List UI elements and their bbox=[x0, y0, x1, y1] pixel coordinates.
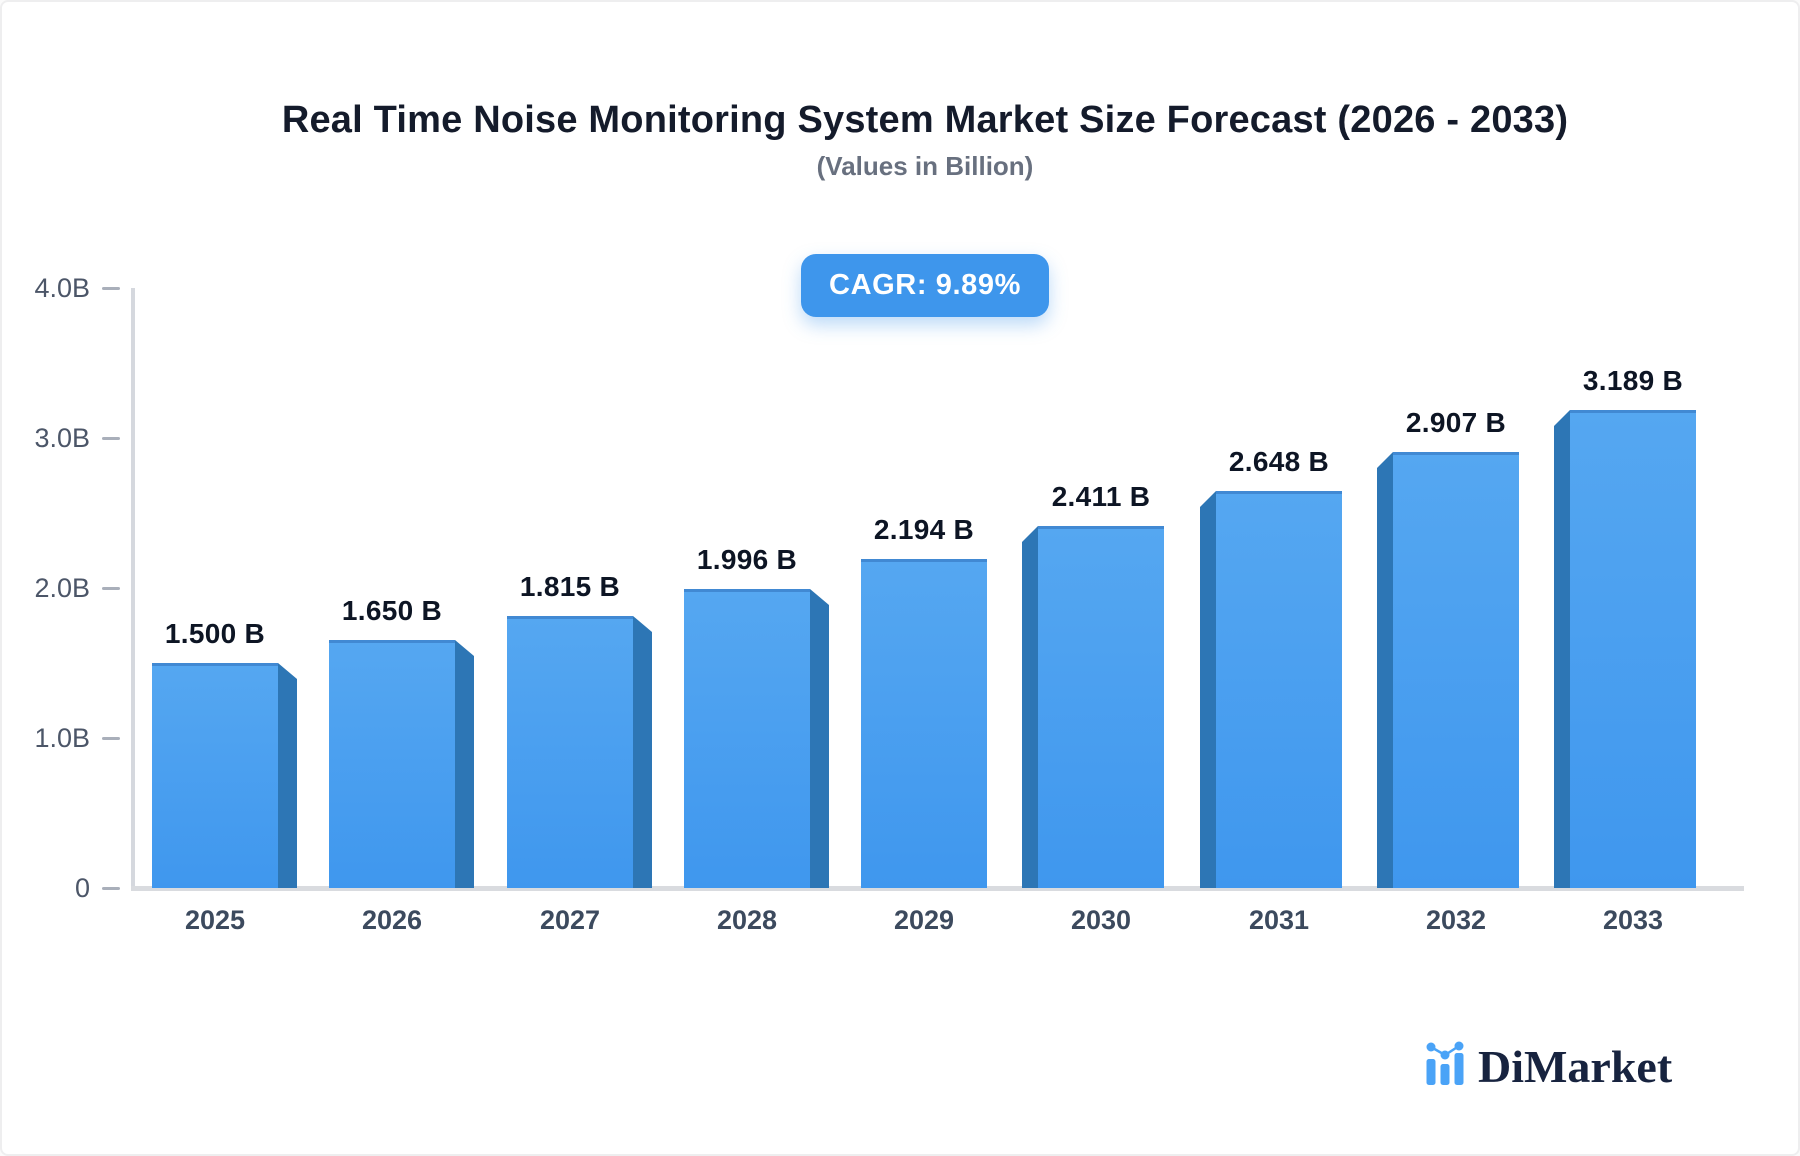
bar-side-2027 bbox=[633, 616, 652, 888]
cagr-badge: CAGR: 9.89% bbox=[801, 254, 1049, 317]
chart-title: Real Time Noise Monitoring System Market… bbox=[281, 99, 1569, 141]
bar-value-label-2025: 1.500 B bbox=[164, 618, 266, 649]
cagr-badge-wrap: CAGR: 9.89% bbox=[52, 254, 1798, 317]
y-tick-dash bbox=[102, 587, 120, 590]
logo-wordmark: DiMarket bbox=[1478, 1041, 1673, 1092]
bar-side-2028 bbox=[810, 589, 829, 888]
chart-subtitle: (Values in Billion) bbox=[816, 151, 1034, 181]
bar-side-2032 bbox=[1377, 452, 1393, 888]
bar-value-label-2032: 2.907 B bbox=[1405, 407, 1507, 438]
bar-value-label-2030: 2.411 B bbox=[1051, 481, 1151, 512]
bar-value-label-2029: 2.194 B bbox=[873, 514, 975, 545]
x-axis-label-2028: 2028 bbox=[716, 905, 778, 935]
bar-2029 bbox=[861, 559, 987, 888]
bar-2030 bbox=[1038, 526, 1164, 888]
bar-side-2025 bbox=[278, 663, 297, 888]
x-axis-label-2029: 2029 bbox=[893, 905, 955, 935]
bar-value-label-2033: 3.189 B bbox=[1582, 365, 1684, 396]
bar-side-2031 bbox=[1200, 491, 1216, 888]
dimarket-logo: DiMarket bbox=[1424, 1039, 1673, 1092]
y-tick-label: 0 bbox=[74, 873, 90, 903]
x-axis-label-2032: 2032 bbox=[1425, 905, 1487, 935]
y-tick-label: 3.0B bbox=[34, 423, 90, 453]
x-axis-label-2033: 2033 bbox=[1602, 905, 1664, 935]
bar-2031 bbox=[1216, 491, 1342, 888]
x-axis-label-2027: 2027 bbox=[539, 905, 601, 935]
bar-2025 bbox=[152, 663, 278, 888]
x-axis-label-2030: 2030 bbox=[1070, 905, 1132, 935]
x-axis-label-2025: 2025 bbox=[184, 905, 246, 935]
bar-value-label-2028: 1.996 B bbox=[696, 544, 798, 575]
bar-2028 bbox=[684, 589, 810, 888]
y-tick-label: 1.0B bbox=[34, 723, 90, 753]
y-tick-label: 4.0B bbox=[34, 273, 90, 303]
y-tick-label: 2.0B bbox=[34, 573, 90, 603]
bar-value-label-2026: 1.650 B bbox=[341, 595, 443, 626]
y-axis-line bbox=[131, 288, 135, 891]
bar-2026 bbox=[329, 640, 455, 888]
y-tick-dash bbox=[102, 887, 120, 890]
y-tick-dash bbox=[102, 737, 120, 740]
bar-2027 bbox=[507, 616, 633, 888]
bar-value-label-2027: 1.815 B bbox=[519, 571, 621, 602]
bar-side-2033 bbox=[1554, 410, 1570, 888]
y-tick-dash bbox=[102, 287, 120, 290]
bar-side-2030 bbox=[1022, 526, 1038, 888]
x-axis-label-2026: 2026 bbox=[361, 905, 423, 935]
bar-value-label-2031: 2.648 B bbox=[1228, 446, 1330, 477]
x-axis-baseline bbox=[131, 886, 1744, 891]
x-axis-label-2031: 2031 bbox=[1248, 905, 1310, 935]
bar-2032 bbox=[1393, 452, 1519, 888]
bar-2033 bbox=[1570, 410, 1696, 888]
bar-chart-logo-icon bbox=[1424, 1039, 1466, 1090]
y-tick-dash bbox=[102, 437, 120, 440]
bar-side-2026 bbox=[455, 640, 474, 888]
